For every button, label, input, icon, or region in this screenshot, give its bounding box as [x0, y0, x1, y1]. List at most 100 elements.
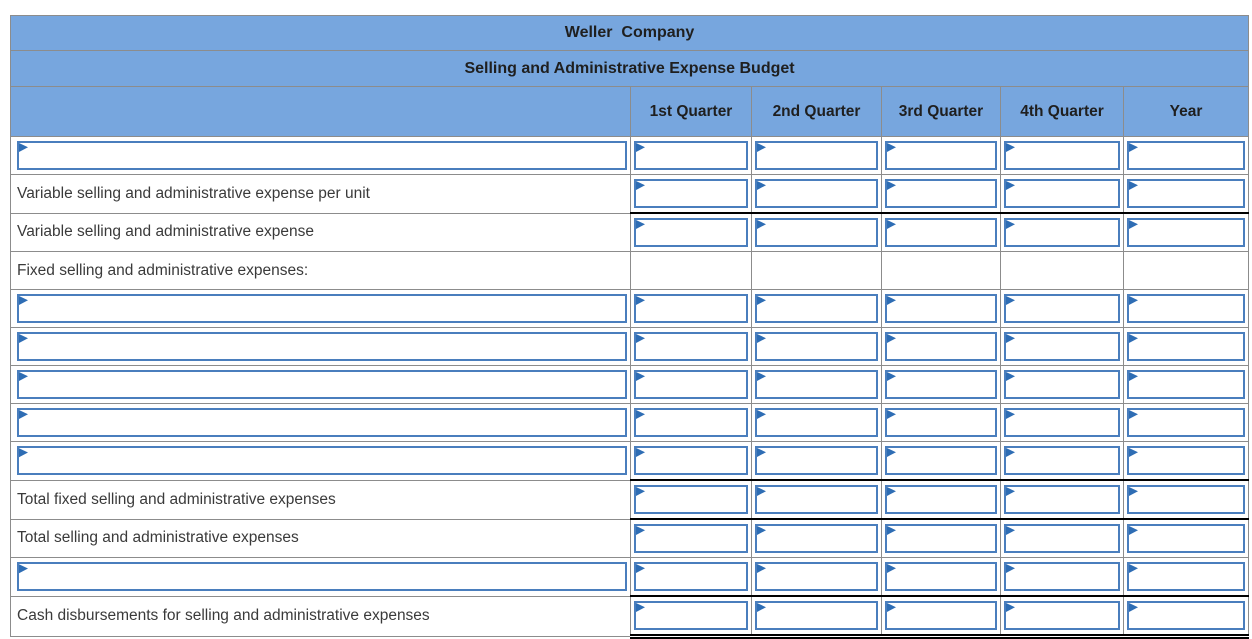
input-cell-row12-q1[interactable]	[634, 562, 748, 591]
input-cell-row11-q4[interactable]	[1004, 524, 1120, 553]
input-cell-row6-q2[interactable]	[755, 332, 878, 361]
value-cell-row8-q3	[881, 403, 1001, 442]
table-row-3: Variable selling and administrative expe…	[10, 212, 1250, 252]
input-cell-row7-q1[interactable]	[634, 370, 748, 399]
input-cell-row11-year[interactable]	[1127, 524, 1246, 553]
input-cell-row10-q2[interactable]	[755, 485, 878, 514]
value-cell-row3-q2	[751, 212, 882, 252]
input-cell-row13-q1[interactable]	[634, 601, 748, 630]
input-flag-icon	[636, 181, 645, 190]
input-cell-row3-q1[interactable]	[634, 218, 748, 247]
input-cell-row9-year[interactable]	[1127, 446, 1246, 475]
input-cell-row13-q2[interactable]	[755, 601, 878, 630]
input-cell-row5-year[interactable]	[1127, 294, 1246, 323]
input-cell-row5-label[interactable]	[17, 294, 627, 323]
input-cell-row10-year[interactable]	[1127, 485, 1246, 514]
input-cell-row6-year[interactable]	[1127, 332, 1246, 361]
input-cell-row3-q4[interactable]	[1004, 218, 1120, 247]
input-cell-row6-label[interactable]	[17, 332, 627, 361]
input-cell-row11-q2[interactable]	[755, 524, 878, 553]
input-cell-row7-label[interactable]	[17, 370, 627, 399]
input-cell-row2-q1[interactable]	[634, 179, 748, 208]
column-header-2: 2nd Quarter	[751, 86, 882, 137]
input-cell-row5-q3[interactable]	[885, 294, 997, 323]
input-cell-row2-q3[interactable]	[885, 179, 997, 208]
input-cell-row11-q1[interactable]	[634, 524, 748, 553]
table-title: Weller Company	[9, 15, 1250, 51]
column-header-4: 4th Quarter	[1000, 86, 1124, 137]
input-cell-row8-label[interactable]	[17, 408, 627, 437]
value-cell-row4-q4	[1000, 251, 1124, 290]
input-cell-row6-q4[interactable]	[1004, 332, 1120, 361]
input-cell-row9-label[interactable]	[17, 446, 627, 476]
value-cell-row10-q1	[630, 479, 752, 520]
value-cell-row6-year	[1122, 327, 1250, 366]
value-cell-row1-q1	[630, 136, 752, 175]
input-cell-row12-q3[interactable]	[885, 562, 997, 591]
input-cell-row1-q1[interactable]	[634, 141, 748, 170]
input-cell-row1-label[interactable]	[17, 141, 627, 170]
input-cell-row9-q3[interactable]	[885, 446, 997, 475]
input-cell-row3-q2[interactable]	[755, 218, 878, 247]
input-cell-row8-q1[interactable]	[634, 408, 748, 437]
input-cell-row6-q3[interactable]	[885, 332, 997, 361]
input-cell-row1-q3[interactable]	[885, 141, 997, 170]
input-flag-icon	[1006, 181, 1015, 190]
row-label-3: Variable selling and administrative expe…	[10, 212, 631, 252]
input-flag-icon	[887, 372, 896, 381]
input-flag-icon	[887, 526, 896, 535]
value-cell-row10-q3	[881, 479, 1001, 520]
input-cell-row10-q3[interactable]	[885, 485, 997, 514]
input-cell-row9-q2[interactable]	[755, 446, 878, 475]
input-cell-row1-q4[interactable]	[1004, 141, 1120, 170]
input-flag-icon	[636, 410, 645, 419]
input-flag-icon	[1129, 448, 1138, 457]
input-cell-row7-q2[interactable]	[755, 370, 878, 399]
input-flag-icon	[636, 296, 645, 305]
input-cell-row8-q3[interactable]	[885, 408, 997, 437]
input-cell-row12-label[interactable]	[17, 562, 627, 592]
input-cell-row12-year[interactable]	[1127, 562, 1246, 591]
input-cell-row7-year[interactable]	[1127, 370, 1246, 399]
row-label-cell-8	[10, 403, 631, 442]
value-cell-row12-q3	[881, 557, 1001, 597]
input-flag-icon	[636, 564, 645, 573]
value-cell-row6-q3	[881, 327, 1001, 366]
input-cell-row13-year[interactable]	[1127, 601, 1246, 630]
row-label-11: Total selling and administrative expense…	[10, 518, 631, 558]
input-cell-row10-q4[interactable]	[1004, 485, 1120, 514]
input-cell-row12-q2[interactable]	[755, 562, 878, 591]
input-cell-row10-q1[interactable]	[634, 485, 748, 514]
input-flag-icon	[19, 143, 28, 152]
input-cell-row1-year[interactable]	[1127, 141, 1246, 170]
row-label-cell-9	[10, 441, 631, 481]
input-cell-row8-q2[interactable]	[755, 408, 878, 437]
input-cell-row9-q4[interactable]	[1004, 446, 1120, 475]
input-cell-row1-q2[interactable]	[755, 141, 878, 170]
input-flag-icon	[887, 334, 896, 343]
input-cell-row2-q2[interactable]	[755, 179, 878, 208]
input-flag-icon	[1129, 526, 1138, 535]
input-cell-row7-q4[interactable]	[1004, 370, 1120, 399]
input-cell-row5-q4[interactable]	[1004, 294, 1120, 323]
value-cell-row4-q3	[881, 251, 1001, 290]
input-flag-icon	[1129, 181, 1138, 190]
input-cell-row2-year[interactable]	[1127, 179, 1246, 208]
input-cell-row12-q4[interactable]	[1004, 562, 1120, 591]
input-cell-row5-q1[interactable]	[634, 294, 748, 323]
input-cell-row11-q3[interactable]	[885, 524, 997, 553]
input-flag-icon	[1006, 296, 1015, 305]
input-cell-row6-q1[interactable]	[634, 332, 748, 361]
input-cell-row8-year[interactable]	[1127, 408, 1246, 437]
value-cell-row3-q1	[630, 212, 752, 252]
input-cell-row2-q4[interactable]	[1004, 179, 1120, 208]
input-cell-row9-q1[interactable]	[634, 446, 748, 475]
input-flag-icon	[1006, 372, 1015, 381]
input-cell-row13-q4[interactable]	[1004, 601, 1120, 630]
input-cell-row7-q3[interactable]	[885, 370, 997, 399]
input-cell-row5-q2[interactable]	[755, 294, 878, 323]
input-cell-row3-q3[interactable]	[885, 218, 997, 247]
input-cell-row3-year[interactable]	[1127, 218, 1246, 247]
input-cell-row13-q3[interactable]	[885, 601, 997, 630]
input-cell-row8-q4[interactable]	[1004, 408, 1120, 437]
